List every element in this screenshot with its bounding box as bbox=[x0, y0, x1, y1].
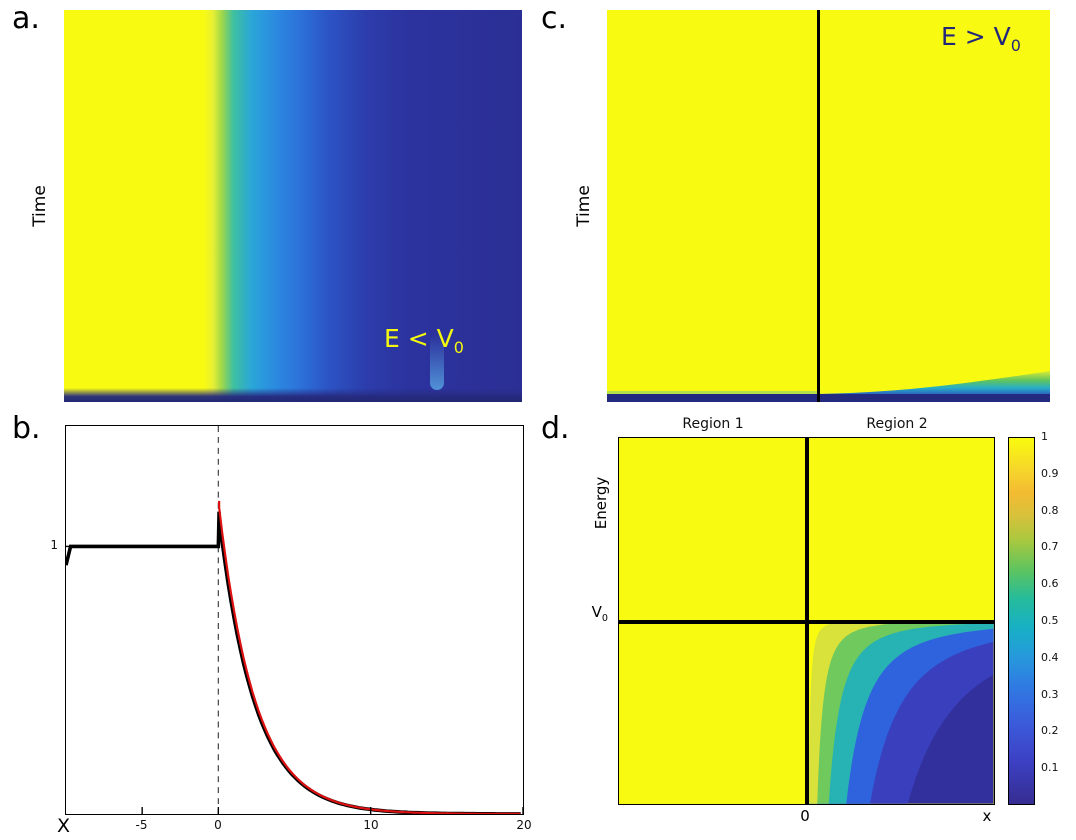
panel-c-ylabel: Time bbox=[574, 185, 594, 227]
x-tick-label: 10 bbox=[363, 818, 379, 832]
x-tick-label: 0 bbox=[214, 818, 222, 832]
colorbar-tick-label: 0.2 bbox=[1041, 724, 1059, 738]
colorbar-tick-label: 0.6 bbox=[1041, 577, 1059, 591]
colorbar-tick-label: 0.8 bbox=[1041, 503, 1059, 517]
panel-c-annotation-sub: 0 bbox=[1010, 36, 1021, 55]
panel-a-annotation: E < V0 bbox=[384, 324, 464, 357]
panel-a-heatmap: E < V0 bbox=[64, 10, 522, 402]
panel-d-xlabel: x bbox=[982, 807, 992, 825]
panel-a-letter: a. bbox=[12, 1, 40, 36]
colorbar-tick-label: 0.4 bbox=[1041, 650, 1059, 664]
panel-c-letter: c. bbox=[541, 1, 568, 36]
region-1-label: Region 1 bbox=[682, 416, 744, 432]
panel-d-transmission-map bbox=[805, 620, 994, 804]
region-2-label: Region 2 bbox=[866, 416, 928, 432]
colorbar-tick-label: 0.5 bbox=[1041, 614, 1059, 627]
colorbar-tick-label: 1 bbox=[1041, 430, 1048, 443]
panel-b-xlabel: X bbox=[57, 815, 71, 837]
colorbar-tick-labels: 1 0.9 0.8 0.7 0.6 0.5 0.4 0.3 0.2 0.1 bbox=[1041, 430, 1075, 805]
panel-a-wavepacket-trace bbox=[430, 335, 445, 390]
panel-a-ylabel: Time bbox=[30, 185, 50, 227]
panel-d-heatmap bbox=[618, 437, 995, 805]
panel-c-heatmap: E > V0 bbox=[607, 10, 1050, 402]
colorbar bbox=[1008, 437, 1035, 805]
panel-d-v0-text: V bbox=[591, 603, 602, 621]
panel-a-annotation-sub: 0 bbox=[453, 338, 464, 357]
y-tick-label: 1 bbox=[50, 538, 58, 553]
panel-d-v0-tick: V0 bbox=[582, 603, 608, 624]
panel-d-v0-sub: 0 bbox=[601, 613, 608, 624]
panel-c-initial-band bbox=[607, 371, 1050, 402]
panel-c-barrier-line bbox=[816, 10, 820, 402]
x-tick-label: 20 bbox=[516, 818, 532, 832]
x-tick-label: -5 bbox=[135, 818, 148, 832]
panel-b-letter: b. bbox=[12, 411, 41, 446]
panel-b-curves bbox=[66, 426, 523, 814]
panel-b-xtick-labels: -5 0 10 20 bbox=[65, 818, 532, 834]
panel-d-letter: d. bbox=[541, 411, 570, 446]
panel-a-initial-band bbox=[64, 388, 522, 402]
panel-c-annotation-text: E > V bbox=[941, 22, 1011, 51]
panel-b-plot bbox=[65, 425, 524, 815]
panel-d-ylabel: Energy bbox=[592, 476, 610, 530]
panel-d-v0-line bbox=[619, 620, 994, 624]
panel-d-zero-tick: 0 bbox=[800, 807, 810, 825]
colorbar-tick-label: 0.7 bbox=[1041, 540, 1059, 554]
panel-a-annotation-text: E < V bbox=[384, 324, 454, 353]
colorbar-tick-label: 0.9 bbox=[1041, 466, 1059, 480]
panel-b-ytick-labels: 1 bbox=[40, 425, 60, 815]
colorbar-tick-label: 0.1 bbox=[1041, 761, 1059, 775]
colorbar-tick-label: 0.3 bbox=[1041, 687, 1059, 701]
panel-c-annotation: E > V0 bbox=[941, 22, 1021, 55]
